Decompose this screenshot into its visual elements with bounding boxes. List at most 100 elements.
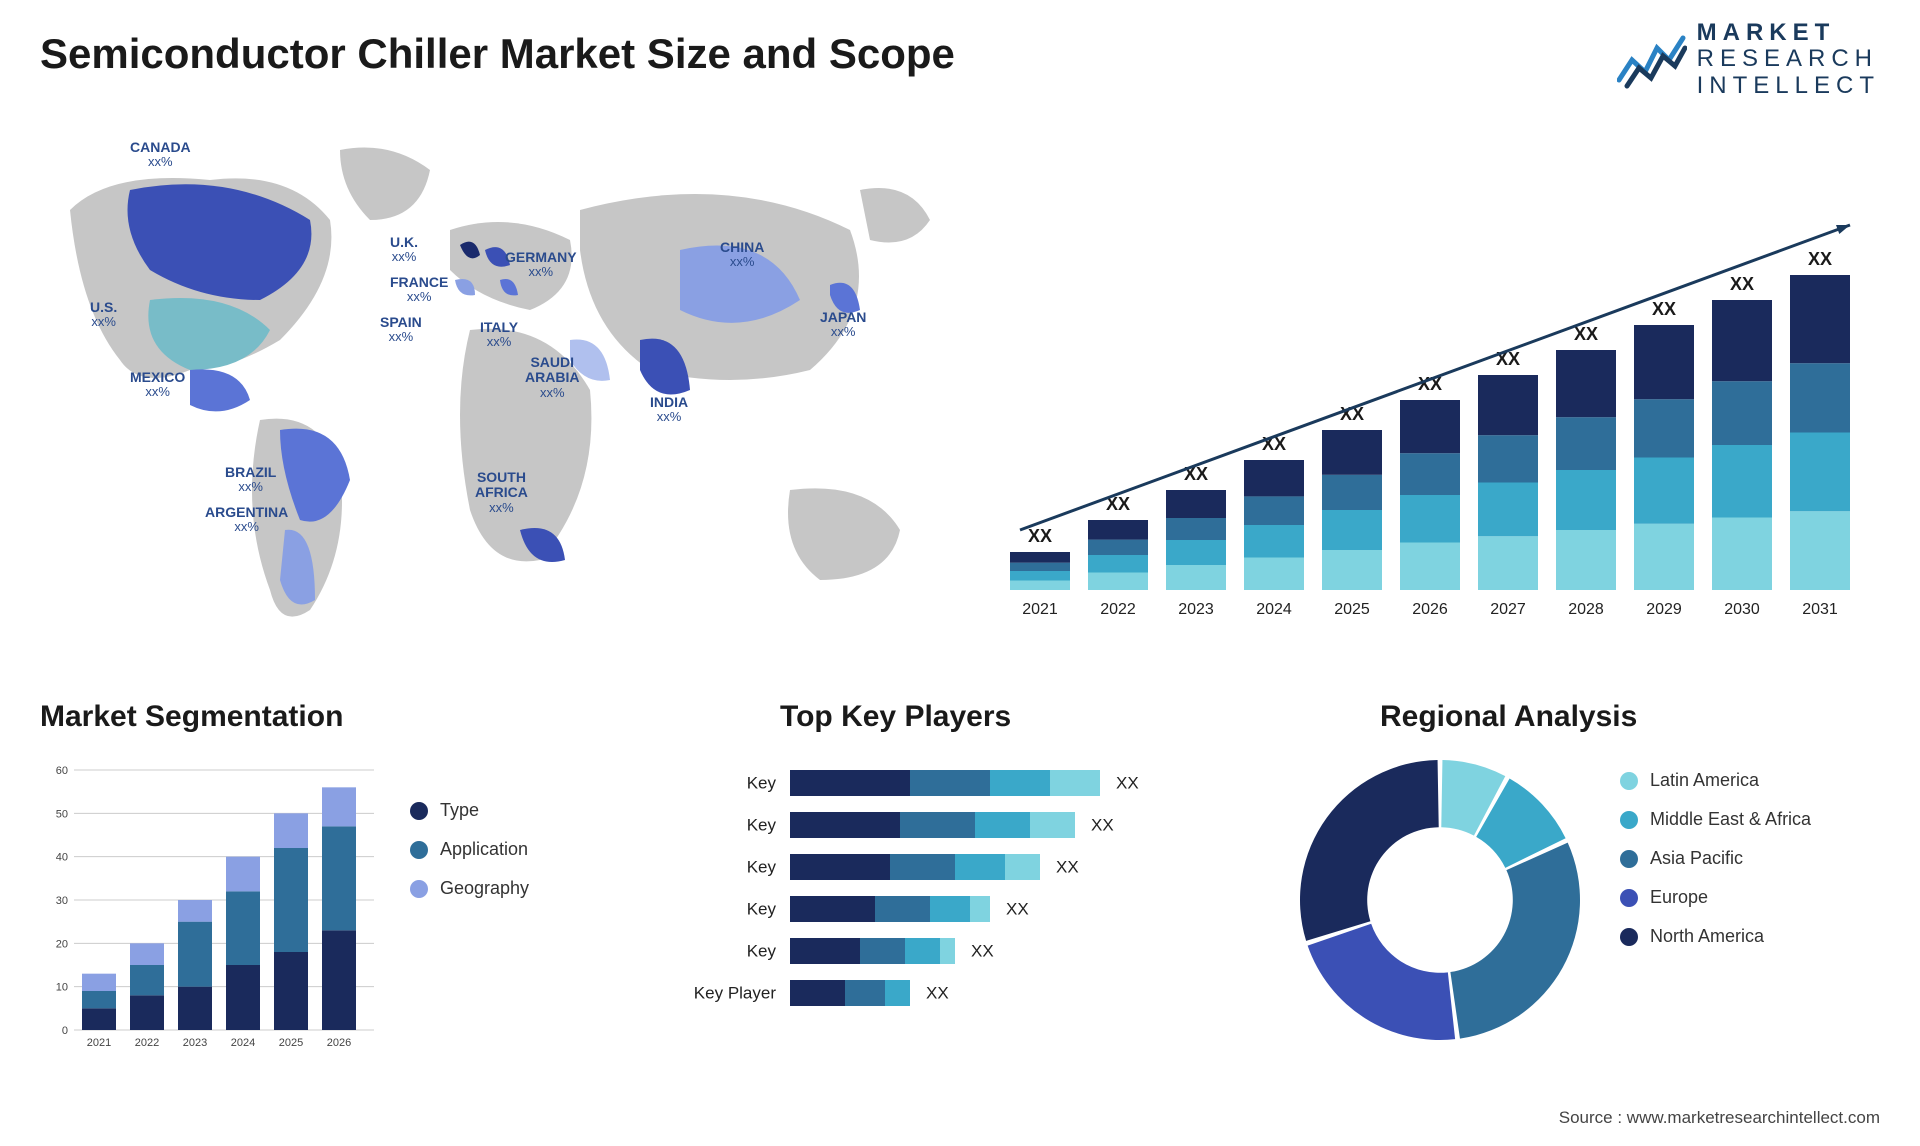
map-label-us: U.S.xx% bbox=[90, 300, 117, 330]
donut-legend-latin-america: Latin America bbox=[1620, 770, 1811, 791]
map-label-argentina: ARGENTINAxx% bbox=[205, 505, 288, 535]
map-label-india: INDIAxx% bbox=[650, 395, 688, 425]
logo-text-3: INTELLECT bbox=[1697, 73, 1880, 99]
svg-text:2022: 2022 bbox=[1100, 601, 1136, 618]
brand-logo: MARKET RESEARCH INTELLECT bbox=[1617, 20, 1880, 99]
svg-text:Key: Key bbox=[747, 942, 777, 961]
svg-text:2025: 2025 bbox=[1334, 601, 1370, 618]
svg-text:XX: XX bbox=[926, 984, 949, 1003]
svg-text:Key: Key bbox=[747, 816, 777, 835]
svg-text:2030: 2030 bbox=[1724, 601, 1760, 618]
logo-icon bbox=[1617, 30, 1687, 90]
seg-legend-application: Application bbox=[410, 839, 529, 860]
legend-label: Europe bbox=[1650, 887, 1708, 908]
svg-text:2021: 2021 bbox=[1022, 601, 1058, 618]
market-size-svg: XX2021XX2022XX2023XX2024XX2025XX2026XX20… bbox=[1000, 150, 1870, 650]
svg-text:2028: 2028 bbox=[1568, 601, 1604, 618]
donut-svg bbox=[1280, 740, 1600, 1060]
segmentation-svg: 0 10 20 30 40 50 60 2021 2022 2023 2024 2025 2026 bbox=[40, 760, 390, 1060]
page-title: Semiconductor Chiller Market Size and Sc… bbox=[40, 30, 955, 78]
segmentation-panel: 0 10 20 30 40 50 60 2021 2022 2023 2024 2025 2026 Ty… bbox=[40, 760, 600, 1080]
legend-label: Application bbox=[440, 839, 528, 860]
world-map-panel: CANADAxx% U.S.xx% MEXICOxx% BRAZILxx% ARGENT… bbox=[30, 130, 950, 650]
map-label-southafrica: SOUTHAFRICAxx% bbox=[475, 470, 528, 515]
svg-text:Key: Key bbox=[747, 774, 777, 793]
logo-text-1: MARKET bbox=[1697, 20, 1880, 46]
donut-legend-asia-pacific: Asia Pacific bbox=[1620, 848, 1811, 869]
svg-text:2022: 2022 bbox=[135, 1037, 159, 1049]
legend-label: Latin America bbox=[1650, 770, 1759, 791]
svg-text:XX: XX bbox=[1652, 299, 1676, 319]
svg-text:2029: 2029 bbox=[1646, 601, 1682, 618]
map-label-china: CHINAxx% bbox=[720, 240, 764, 270]
map-label-saudiarabia: SAUDIARABIAxx% bbox=[525, 355, 579, 400]
map-label-japan: JAPANxx% bbox=[820, 310, 866, 340]
svg-text:2026: 2026 bbox=[1412, 601, 1448, 618]
legend-dot-icon bbox=[1620, 850, 1638, 868]
map-label-uk: U.K.xx% bbox=[390, 235, 418, 265]
legend-label: Middle East & Africa bbox=[1650, 809, 1811, 830]
donut-legend-north-america: North America bbox=[1620, 926, 1811, 947]
legend-dot-icon bbox=[1620, 928, 1638, 946]
svg-text:XX: XX bbox=[971, 942, 994, 961]
svg-text:2025: 2025 bbox=[279, 1037, 303, 1049]
logo-text-2: RESEARCH bbox=[1697, 46, 1880, 72]
key-players-panel: Key XX Key XX Key XX Key XX Key XX Key Player XX bbox=[660, 760, 1220, 1080]
map-label-spain: SPAINxx% bbox=[380, 315, 422, 345]
segmentation-legend: Type Application Geography bbox=[410, 800, 529, 917]
svg-text:20: 20 bbox=[56, 938, 68, 950]
svg-text:Key Player: Key Player bbox=[694, 984, 777, 1003]
legend-label: Type bbox=[440, 800, 479, 821]
seg-legend-geography: Geography bbox=[410, 878, 529, 899]
svg-text:2023: 2023 bbox=[1178, 601, 1214, 618]
svg-text:XX: XX bbox=[1091, 816, 1114, 835]
seg-legend-type: Type bbox=[410, 800, 529, 821]
segmentation-title: Market Segmentation bbox=[40, 700, 343, 734]
donut-legend-europe: Europe bbox=[1620, 887, 1811, 908]
legend-dot-icon bbox=[410, 880, 428, 898]
map-label-france: FRANCExx% bbox=[390, 275, 448, 305]
donut-legend-middle-east---africa: Middle East & Africa bbox=[1620, 809, 1811, 830]
svg-text:XX: XX bbox=[1730, 274, 1754, 294]
players-title: Top Key Players bbox=[780, 700, 1011, 734]
svg-text:10: 10 bbox=[56, 982, 68, 994]
svg-text:Key: Key bbox=[747, 858, 777, 877]
legend-dot-icon bbox=[1620, 889, 1638, 907]
source-text: Source : www.marketresearchintellect.com bbox=[1559, 1108, 1880, 1128]
svg-text:2026: 2026 bbox=[327, 1037, 351, 1049]
market-size-bar-chart: XX2021XX2022XX2023XX2024XX2025XX2026XX20… bbox=[1000, 150, 1870, 650]
svg-text:XX: XX bbox=[1808, 249, 1832, 269]
regional-donut-panel: Latin America Middle East & Africa Asia Pa… bbox=[1280, 740, 1880, 1080]
legend-dot-icon bbox=[410, 802, 428, 820]
map-label-brazil: BRAZILxx% bbox=[225, 465, 276, 495]
svg-text:2024: 2024 bbox=[231, 1037, 255, 1049]
donut-legend: Latin America Middle East & Africa Asia Pa… bbox=[1620, 770, 1811, 965]
svg-text:50: 50 bbox=[56, 808, 68, 820]
donut-title: Regional Analysis bbox=[1380, 700, 1637, 734]
svg-text:2027: 2027 bbox=[1490, 601, 1526, 618]
svg-text:XX: XX bbox=[1116, 774, 1139, 793]
svg-text:2024: 2024 bbox=[1256, 601, 1292, 618]
svg-text:2021: 2021 bbox=[87, 1037, 111, 1049]
legend-dot-icon bbox=[410, 841, 428, 859]
svg-text:XX: XX bbox=[1028, 526, 1052, 546]
map-label-mexico: MEXICOxx% bbox=[130, 370, 185, 400]
legend-label: Asia Pacific bbox=[1650, 848, 1743, 869]
svg-text:60: 60 bbox=[56, 765, 68, 777]
svg-text:XX: XX bbox=[1056, 858, 1079, 877]
svg-text:Key: Key bbox=[747, 900, 777, 919]
svg-text:30: 30 bbox=[56, 895, 68, 907]
legend-label: Geography bbox=[440, 878, 529, 899]
svg-text:XX: XX bbox=[1006, 900, 1029, 919]
svg-text:2031: 2031 bbox=[1802, 601, 1838, 618]
legend-dot-icon bbox=[1620, 811, 1638, 829]
map-label-germany: GERMANYxx% bbox=[505, 250, 577, 280]
legend-label: North America bbox=[1650, 926, 1764, 947]
svg-text:2023: 2023 bbox=[183, 1037, 207, 1049]
map-label-canada: CANADAxx% bbox=[130, 140, 191, 170]
svg-text:XX: XX bbox=[1574, 324, 1598, 344]
svg-text:0: 0 bbox=[62, 1025, 68, 1037]
svg-text:40: 40 bbox=[56, 852, 68, 864]
map-label-italy: ITALYxx% bbox=[480, 320, 518, 350]
legend-dot-icon bbox=[1620, 772, 1638, 790]
